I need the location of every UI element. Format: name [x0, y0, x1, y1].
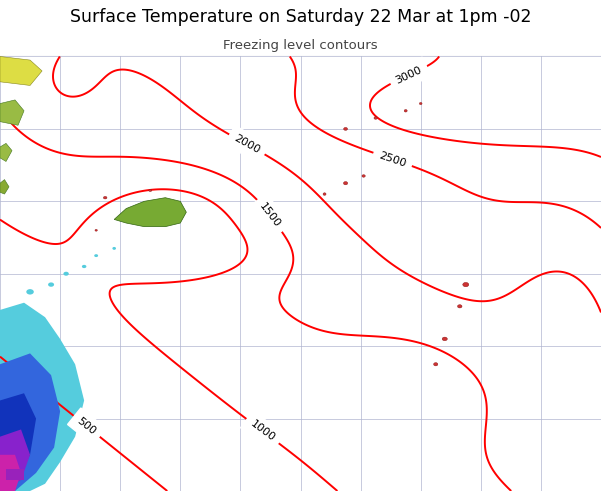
Ellipse shape — [323, 193, 326, 195]
Text: Freezing level contours: Freezing level contours — [223, 39, 378, 52]
Ellipse shape — [149, 190, 151, 191]
Ellipse shape — [94, 254, 98, 257]
Polygon shape — [0, 455, 21, 491]
Ellipse shape — [374, 117, 377, 119]
Polygon shape — [0, 393, 36, 491]
Ellipse shape — [33, 315, 39, 319]
Polygon shape — [114, 198, 186, 227]
Ellipse shape — [48, 282, 54, 287]
Polygon shape — [0, 100, 24, 125]
Polygon shape — [0, 430, 30, 491]
Ellipse shape — [82, 265, 87, 268]
Ellipse shape — [12, 326, 19, 330]
Ellipse shape — [95, 229, 97, 231]
Text: 3000: 3000 — [394, 64, 424, 85]
Ellipse shape — [362, 175, 365, 177]
Text: Surface Temperature on Saturday 22 Mar at 1pm -02: Surface Temperature on Saturday 22 Mar a… — [70, 8, 531, 26]
Polygon shape — [0, 56, 42, 85]
Ellipse shape — [457, 305, 462, 308]
Ellipse shape — [344, 182, 348, 185]
Ellipse shape — [419, 103, 422, 105]
Polygon shape — [0, 303, 84, 491]
Ellipse shape — [64, 272, 69, 276]
Ellipse shape — [463, 282, 469, 287]
Polygon shape — [0, 180, 9, 194]
Ellipse shape — [404, 109, 407, 112]
FancyBboxPatch shape — [6, 469, 24, 480]
Ellipse shape — [344, 128, 347, 130]
Ellipse shape — [442, 337, 447, 341]
Ellipse shape — [26, 289, 34, 295]
Text: 1500: 1500 — [257, 201, 282, 230]
Text: 2500: 2500 — [377, 150, 407, 168]
Polygon shape — [0, 354, 60, 491]
Text: 2000: 2000 — [232, 133, 261, 156]
Polygon shape — [0, 143, 12, 162]
Ellipse shape — [103, 196, 107, 199]
Text: 500: 500 — [75, 416, 98, 437]
Ellipse shape — [434, 363, 438, 366]
Text: 1000: 1000 — [248, 419, 276, 443]
Ellipse shape — [112, 247, 116, 250]
